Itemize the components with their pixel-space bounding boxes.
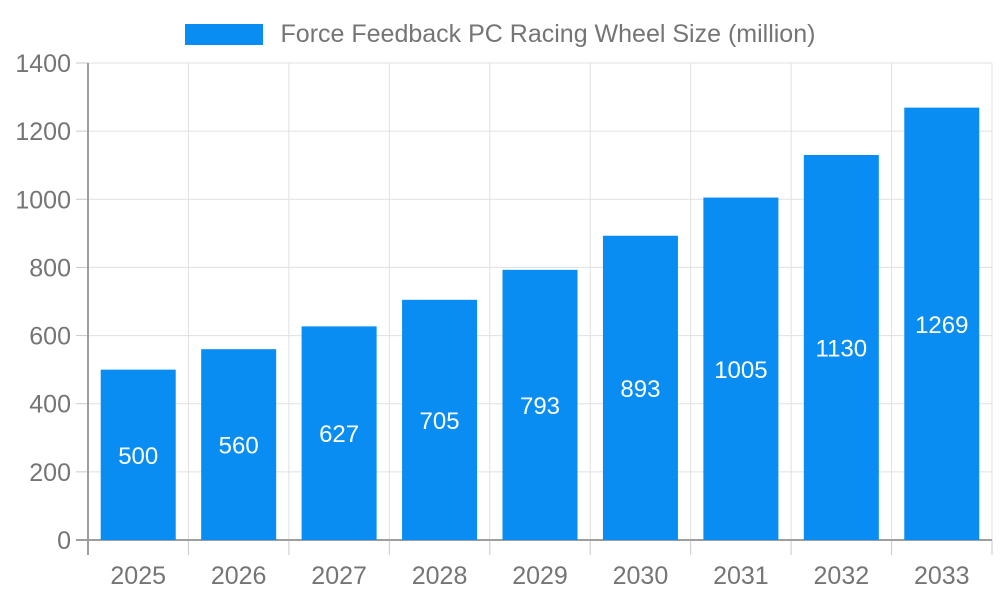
bar-value-label: 1005 (714, 357, 767, 384)
y-axis-label: 200 (29, 459, 71, 487)
bar[interactable] (904, 107, 980, 540)
legend-label: Force Feedback PC Racing Wheel Size (mil… (280, 20, 816, 48)
y-axis-label: 0 (57, 527, 71, 555)
y-axis-label: 800 (29, 254, 71, 282)
bar[interactable] (602, 235, 678, 541)
x-axis-label: 2028 (412, 562, 468, 590)
bar[interactable] (201, 349, 277, 540)
bar-value-label: 793 (520, 393, 560, 420)
bar[interactable] (703, 197, 779, 540)
x-axis-label: 2025 (110, 562, 166, 590)
bar[interactable] (502, 269, 578, 540)
x-axis-label: 2030 (613, 562, 669, 590)
y-axis-label: 1000 (15, 186, 71, 214)
x-axis-label: 2032 (814, 562, 870, 590)
y-axis-label: 1200 (15, 118, 71, 146)
x-axis-label: 2033 (914, 562, 970, 590)
bar-value-label: 500 (118, 443, 158, 470)
x-axis-label: 2027 (311, 562, 367, 590)
x-axis-label: 2029 (512, 562, 568, 590)
legend-swatch (184, 24, 263, 45)
y-axis-label: 400 (29, 391, 71, 419)
legend-item[interactable]: Force Feedback PC Racing Wheel Size (mil… (0, 20, 1000, 49)
bar[interactable] (301, 326, 377, 540)
bar-value-label: 1269 (915, 312, 968, 339)
y-axis-label: 1400 (15, 50, 71, 78)
bar[interactable] (402, 299, 478, 540)
bar[interactable] (803, 154, 879, 540)
bar-value-label: 560 (219, 433, 259, 460)
x-axis-label: 2031 (713, 562, 769, 590)
bar-value-label: 1130 (816, 335, 868, 362)
x-axis-label: 2026 (211, 562, 267, 590)
y-axis-label: 600 (29, 323, 71, 351)
bar[interactable] (100, 369, 176, 540)
bar-value-label: 705 (420, 408, 460, 435)
bar-value-label: 893 (620, 376, 660, 403)
bar-value-label: 627 (319, 421, 359, 448)
